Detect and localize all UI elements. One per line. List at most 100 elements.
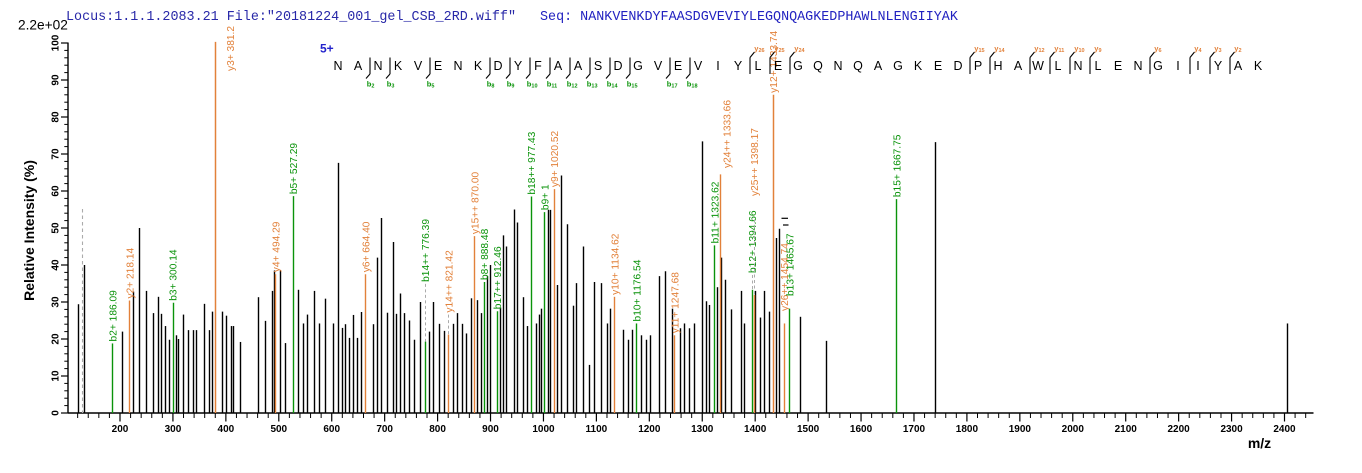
- svg-text:y6+ 664.40: y6+ 664.40: [362, 221, 373, 272]
- svg-text:W: W: [1032, 59, 1044, 73]
- svg-text:1100: 1100: [586, 424, 608, 435]
- svg-text:y3+ 381.2: y3+ 381.2: [226, 26, 237, 71]
- svg-text:b11+ 1323.62: b11+ 1323.62: [710, 181, 721, 243]
- svg-text:m/z: m/z: [1248, 435, 1271, 451]
- svg-text:1900: 1900: [1009, 424, 1032, 435]
- svg-text:b13: b13: [587, 79, 598, 89]
- svg-text:E: E: [1114, 59, 1122, 73]
- svg-text:y2: y2: [1234, 44, 1241, 54]
- svg-text:y12: y12: [1034, 44, 1044, 54]
- svg-text:N: N: [1133, 59, 1142, 73]
- svg-text:y10: y10: [1074, 44, 1084, 54]
- svg-text:A: A: [1014, 59, 1023, 73]
- svg-text:F: F: [534, 59, 542, 73]
- svg-text:I: I: [1196, 59, 1199, 73]
- svg-text:V: V: [414, 59, 423, 73]
- svg-text:y14++ 821.42: y14++ 821.42: [445, 250, 456, 313]
- svg-text:Q: Q: [853, 59, 863, 73]
- svg-text:1500: 1500: [797, 424, 820, 435]
- svg-text:1300: 1300: [691, 424, 714, 435]
- svg-text:y2+ 218.14: y2+ 218.14: [125, 247, 136, 298]
- svg-text:Y: Y: [734, 59, 743, 73]
- svg-text:K: K: [394, 59, 403, 73]
- svg-text:Y: Y: [514, 59, 523, 73]
- svg-text:70: 70: [51, 148, 62, 160]
- svg-text:10: 10: [51, 370, 62, 382]
- svg-text:y4: y4: [1194, 44, 1202, 54]
- svg-text:b9: b9: [507, 79, 515, 89]
- svg-text:N: N: [373, 59, 382, 73]
- svg-text:y24: y24: [794, 44, 805, 54]
- svg-text:Q: Q: [813, 59, 823, 73]
- svg-text:y9+ 1020.52: y9+ 1020.52: [550, 130, 561, 187]
- svg-text:y11+ 1247.68: y11+ 1247.68: [670, 272, 681, 334]
- svg-text:Relative Intensity (%): Relative Intensity (%): [21, 160, 37, 301]
- svg-text:2000: 2000: [1062, 424, 1085, 435]
- svg-text:K: K: [474, 59, 483, 73]
- svg-text:b13+ 1465.67: b13+ 1465.67: [786, 233, 797, 296]
- svg-text:2100: 2100: [1115, 424, 1138, 435]
- svg-text:L: L: [755, 59, 762, 73]
- svg-text:y3: y3: [1214, 44, 1221, 54]
- svg-text:y4+ 494.29: y4+ 494.29: [271, 221, 282, 272]
- svg-text:K: K: [914, 59, 923, 73]
- svg-text:b18: b18: [687, 79, 698, 89]
- svg-text:b2+ 186.09: b2+ 186.09: [108, 290, 119, 342]
- svg-text:N: N: [833, 59, 842, 73]
- svg-text:D: D: [613, 59, 622, 73]
- svg-text:y14: y14: [994, 44, 1005, 54]
- svg-text:A: A: [1234, 59, 1243, 73]
- svg-text:2200: 2200: [1168, 424, 1191, 435]
- svg-text:N: N: [333, 59, 342, 73]
- svg-text:E: E: [434, 59, 442, 73]
- svg-text:E: E: [674, 59, 682, 73]
- svg-text:b8+ 888.48: b8+ 888.48: [480, 228, 491, 280]
- svg-text:y26: y26: [754, 44, 764, 54]
- svg-text:I: I: [716, 59, 719, 73]
- svg-text:y25++ 1398.17: y25++ 1398.17: [750, 128, 761, 196]
- svg-text:1400: 1400: [744, 424, 767, 435]
- svg-text:1800: 1800: [956, 424, 979, 435]
- svg-text:N: N: [1073, 59, 1082, 73]
- svg-text:E: E: [774, 59, 782, 73]
- svg-text:1600: 1600: [850, 424, 873, 435]
- svg-text:2400: 2400: [1273, 424, 1296, 435]
- svg-text:y15: y15: [974, 44, 984, 54]
- svg-text:b10: b10: [527, 79, 538, 89]
- svg-text:20: 20: [51, 333, 62, 345]
- svg-text:600: 600: [323, 424, 340, 435]
- svg-text:b17++ 912.46: b17++ 912.46: [493, 246, 504, 309]
- svg-text:5+: 5+: [320, 42, 334, 56]
- svg-text:b15+ 1667.75: b15+ 1667.75: [893, 134, 904, 197]
- svg-text:K: K: [1254, 59, 1263, 73]
- svg-text:b9+ 1: b9+ 1: [541, 184, 552, 210]
- svg-text:60: 60: [51, 185, 62, 197]
- svg-text:200: 200: [112, 424, 129, 435]
- svg-text:E: E: [934, 59, 942, 73]
- svg-text:V: V: [694, 59, 703, 73]
- svg-text:D: D: [493, 59, 502, 73]
- svg-text:G: G: [633, 59, 643, 73]
- svg-text:y10+ 1134.62: y10+ 1134.62: [610, 233, 621, 295]
- svg-text:G: G: [893, 59, 903, 73]
- svg-text:Seq: NANKVENKDYFAASDGVEVIYLEGQ: Seq: NANKVENKDYFAASDGVEVIYLEGQNQAGKEDPHA…: [540, 10, 959, 25]
- svg-text:L: L: [1055, 59, 1062, 73]
- svg-text:b11: b11: [547, 79, 557, 89]
- svg-text:A: A: [874, 59, 883, 73]
- svg-text:y11: y11: [1054, 44, 1064, 54]
- svg-text:2300: 2300: [1220, 424, 1243, 435]
- svg-text:b2: b2: [367, 79, 375, 89]
- svg-text:1700: 1700: [903, 424, 926, 435]
- svg-text:0: 0: [51, 410, 62, 416]
- svg-text:b5+ 527.29: b5+ 527.29: [289, 143, 300, 195]
- svg-text:b8: b8: [487, 79, 495, 89]
- svg-text:b14++ 776.39: b14++ 776.39: [421, 219, 432, 282]
- svg-text:V: V: [654, 59, 663, 73]
- svg-text:Y: Y: [1214, 59, 1223, 73]
- svg-text:y25: y25: [774, 44, 784, 54]
- svg-text:y6: y6: [1154, 44, 1161, 54]
- svg-text:A: A: [574, 59, 583, 73]
- svg-text:G: G: [1153, 59, 1163, 73]
- svg-text:S: S: [594, 59, 602, 73]
- svg-text:L: L: [1095, 59, 1102, 73]
